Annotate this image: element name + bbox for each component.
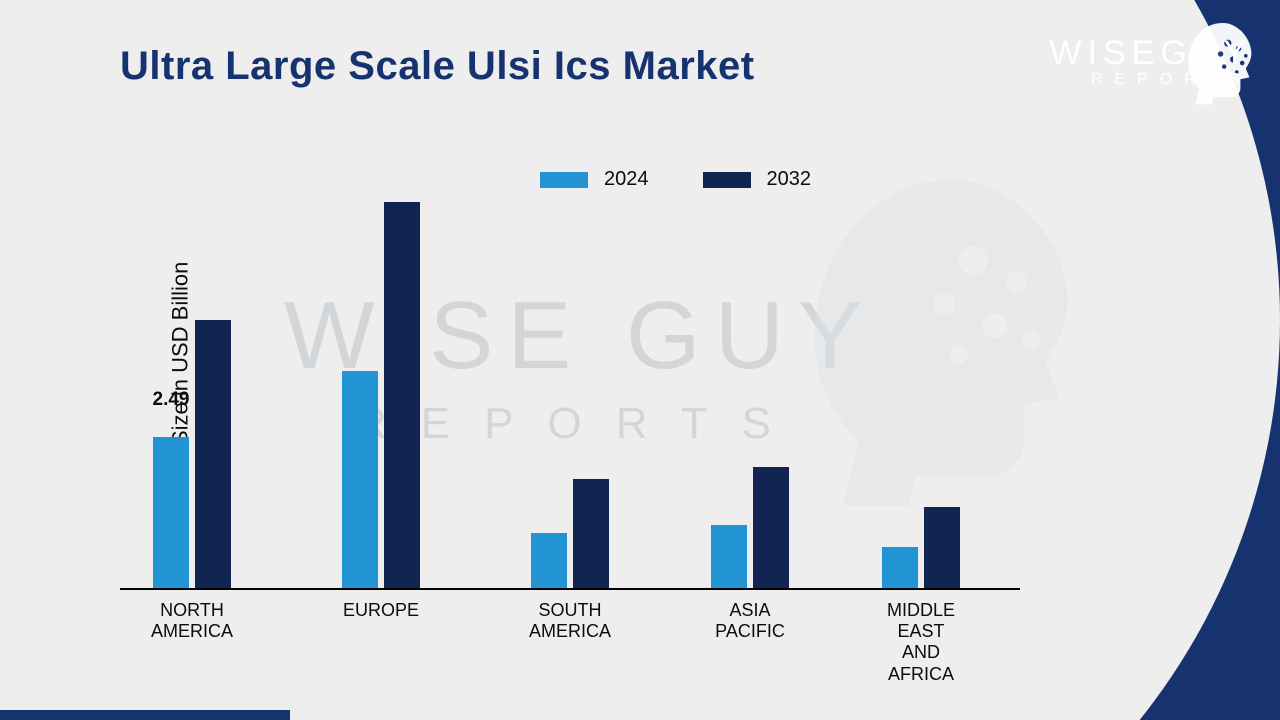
legend-item: 2032 xyxy=(703,168,812,191)
bar-2032 xyxy=(195,320,231,590)
bar-2024 xyxy=(711,525,747,590)
bar-2024 xyxy=(153,437,189,590)
bar-group xyxy=(882,507,960,590)
bottom-accent-bar xyxy=(0,710,290,720)
infographic-stage: WISEGUY REPORTS Ultra Large Scale Ulsi I… xyxy=(0,0,1280,720)
plot-area: NORTH AMERICA2.49EUROPESOUTH AMERICAASIA… xyxy=(120,190,1020,590)
x-axis-label: EUROPE xyxy=(301,600,461,621)
x-axis-label: SOUTH AMERICA xyxy=(490,600,650,642)
bar-2024 xyxy=(342,371,378,590)
x-axis-baseline xyxy=(120,588,1020,590)
chart-legend: 2024 2032 xyxy=(540,168,811,191)
x-axis-label: ASIA PACIFIC xyxy=(670,600,830,642)
bar-2024 xyxy=(882,547,918,590)
bar-2032 xyxy=(924,507,960,590)
legend-item: 2024 xyxy=(540,168,649,191)
legend-label: 2032 xyxy=(767,168,812,190)
chart-title: Ultra Large Scale Ulsi Ics Market xyxy=(120,44,755,89)
bar-group xyxy=(342,202,420,590)
legend-label: 2024 xyxy=(604,168,649,190)
bar-group xyxy=(153,320,231,590)
bar-2032 xyxy=(573,479,609,590)
bar-2024 xyxy=(531,533,567,590)
bar-chart: NORTH AMERICA2.49EUROPESOUTH AMERICAASIA… xyxy=(120,190,1020,590)
legend-swatch xyxy=(540,172,588,188)
x-axis-label: MIDDLE EAST AND AFRICA xyxy=(841,600,1001,685)
brand-block: WISEGUY REPORTS xyxy=(1049,34,1252,89)
bar-group xyxy=(711,467,789,590)
brand-line1: WISEGUY xyxy=(1049,34,1252,73)
bar-group xyxy=(531,479,609,590)
x-axis-label: NORTH AMERICA xyxy=(112,600,272,642)
brand-line2: REPORTS xyxy=(1049,71,1252,89)
legend-swatch xyxy=(703,172,751,188)
bar-2032 xyxy=(384,202,420,590)
bar-2032 xyxy=(753,467,789,590)
bar-value-label: 2.49 xyxy=(153,389,190,411)
